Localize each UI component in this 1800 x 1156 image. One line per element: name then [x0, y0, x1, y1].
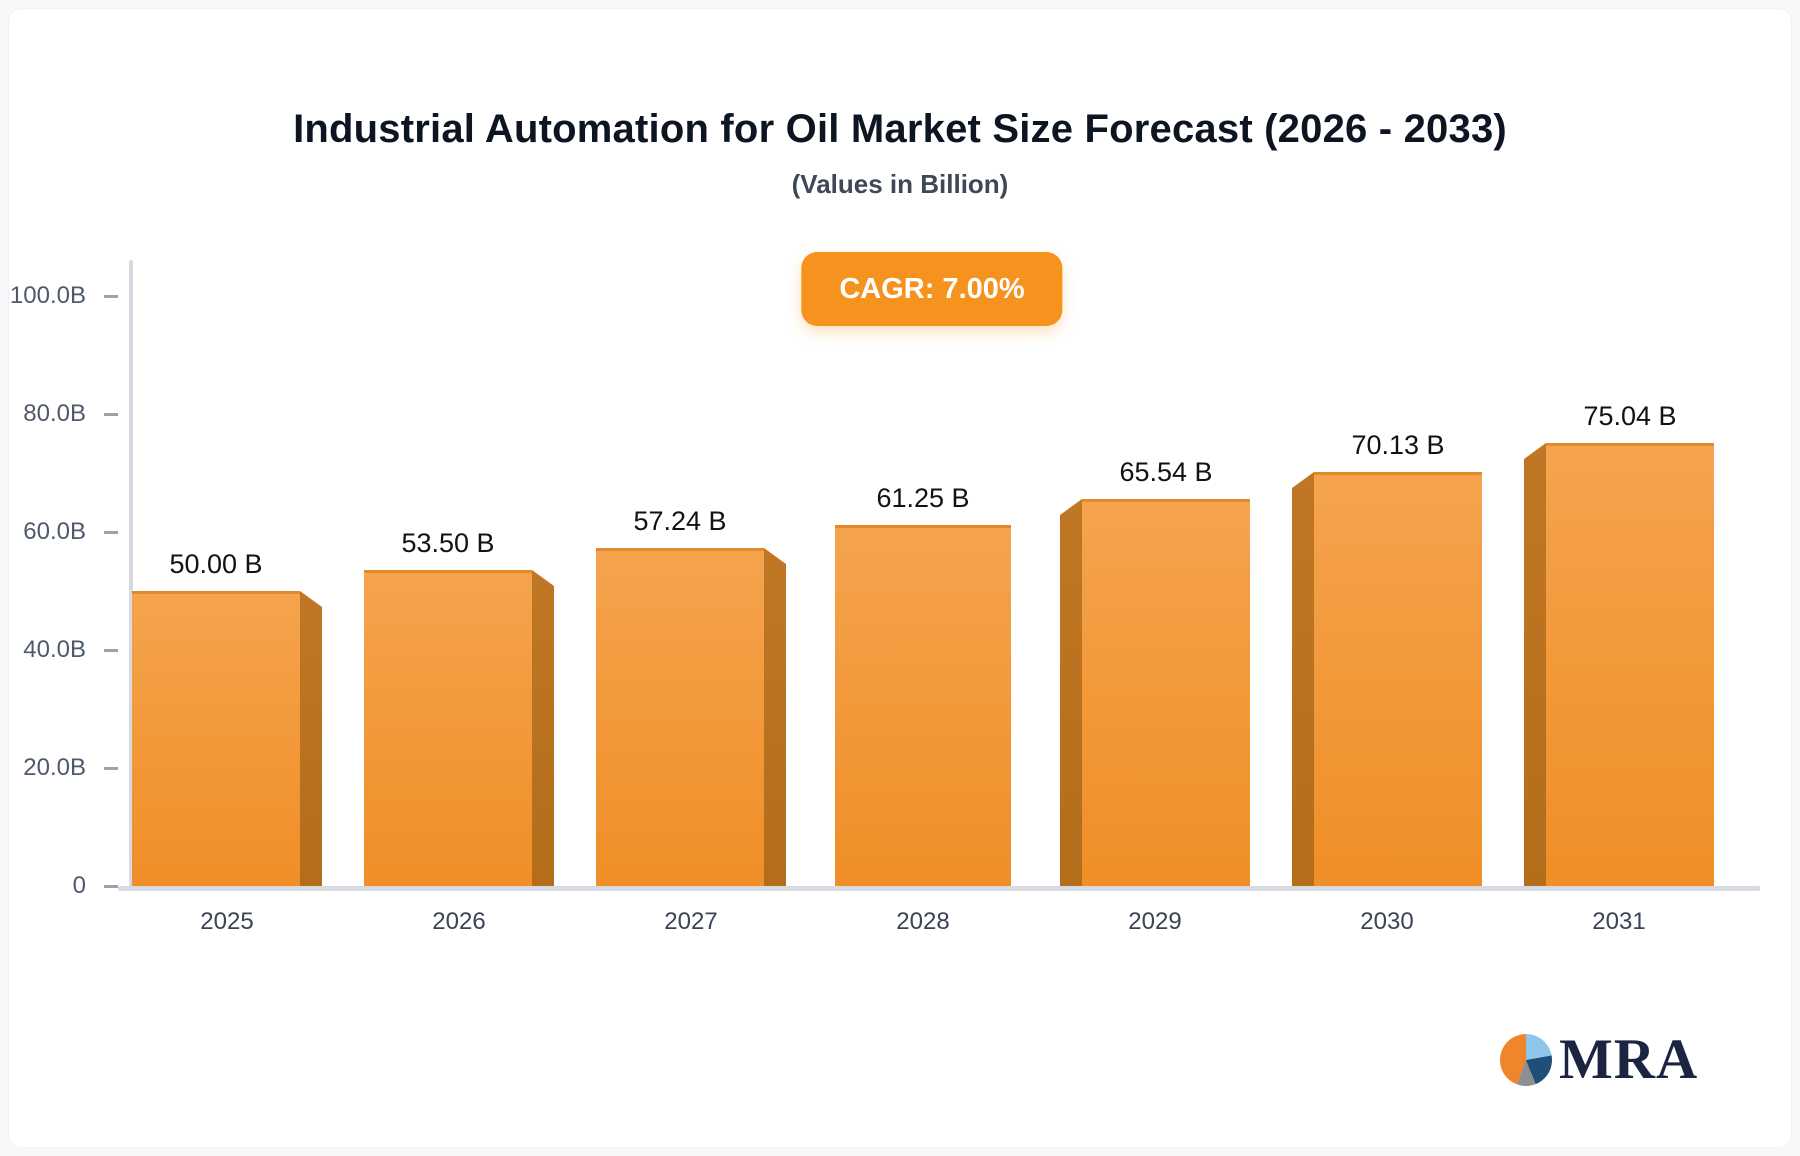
bar-3d-side — [300, 591, 322, 886]
bar-2029 — [1082, 499, 1250, 886]
y-tick-label: 80.0B — [23, 400, 86, 427]
x-tick-label-2028: 2028 — [896, 908, 950, 935]
bar-2026 — [364, 570, 532, 886]
y-tick-label: 60.0B — [23, 518, 86, 545]
bar-2025 — [132, 591, 300, 886]
chart-subtitle: (Values in Billion) — [791, 169, 1009, 199]
cagr-badge: CAGR: 7.00% — [801, 252, 1063, 326]
y-tick-label: 40.0B — [23, 636, 86, 663]
bar-3d-side — [1060, 499, 1082, 886]
bar-3d-side — [764, 548, 786, 886]
bar-2028 — [835, 525, 1011, 886]
bar-3d-side — [1292, 472, 1314, 886]
bar-value-label: 57.24 B — [633, 506, 727, 536]
y-tick-mark — [104, 885, 118, 888]
bar-value-label: 50.00 B — [169, 549, 263, 579]
bar-value-label: 53.50 B — [401, 528, 495, 558]
bar-value-label: 70.13 B — [1351, 430, 1445, 460]
x-tick-label-2026: 2026 — [432, 908, 486, 935]
bar-value-label: 61.25 B — [876, 483, 970, 513]
x-tick-label-2029: 2029 — [1128, 908, 1182, 935]
x-axis-line — [118, 886, 1760, 891]
bar-2031 — [1546, 443, 1714, 886]
y-tick-label: 100.0B — [9, 282, 86, 309]
bar-3d-side — [1524, 443, 1546, 886]
bar-2027 — [596, 548, 764, 886]
y-tick-mark — [104, 295, 118, 298]
x-tick-label-2031: 2031 — [1592, 908, 1646, 935]
bar-2030 — [1314, 472, 1482, 886]
y-tick-mark — [104, 649, 118, 652]
brand-logo-text: MRA — [1559, 1028, 1699, 1091]
y-tick-label: 0 — [72, 872, 86, 899]
y-tick-mark — [104, 413, 118, 416]
bar-value-label: 75.04 B — [1583, 401, 1677, 431]
y-tick-mark — [104, 531, 118, 534]
y-axis-line — [129, 260, 133, 888]
page-title: Industrial Automation for Oil Market Siz… — [293, 107, 1507, 151]
x-tick-label-2025: 2025 — [200, 908, 254, 935]
y-tick-mark — [104, 767, 118, 770]
bar-value-label: 65.54 B — [1119, 457, 1213, 487]
x-tick-label-2027: 2027 — [664, 908, 718, 935]
brand-logo: MRA — [1500, 1028, 1699, 1091]
x-tick-label-2030: 2030 — [1360, 908, 1414, 935]
pie-chart-logo-icon — [1500, 1034, 1552, 1086]
bar-3d-side — [532, 570, 554, 886]
y-tick-label: 20.0B — [23, 754, 86, 781]
